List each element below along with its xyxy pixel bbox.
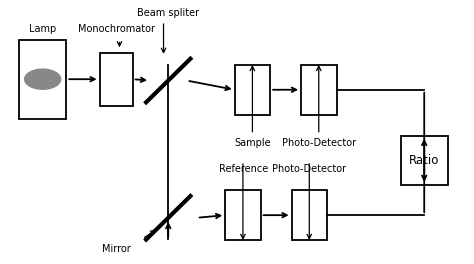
Text: Sample: Sample [234, 138, 271, 148]
Bar [301, 65, 337, 115]
Text: Beam spliter: Beam spliter [137, 8, 200, 18]
Text: Lamp: Lamp [29, 24, 56, 34]
Text: Mirror: Mirror [102, 244, 130, 254]
Bar [292, 190, 327, 240]
Text: Photo-Detector: Photo-Detector [273, 164, 346, 174]
Bar [225, 190, 261, 240]
Bar [19, 40, 66, 119]
Text: Photo-Detector: Photo-Detector [282, 138, 356, 148]
Text: Ratio: Ratio [409, 154, 439, 167]
Text: Monochromator: Monochromator [78, 24, 155, 34]
Bar [401, 136, 448, 185]
Circle shape [25, 69, 61, 89]
Text: Reference: Reference [219, 164, 268, 174]
Bar [235, 65, 270, 115]
Bar [100, 53, 133, 106]
